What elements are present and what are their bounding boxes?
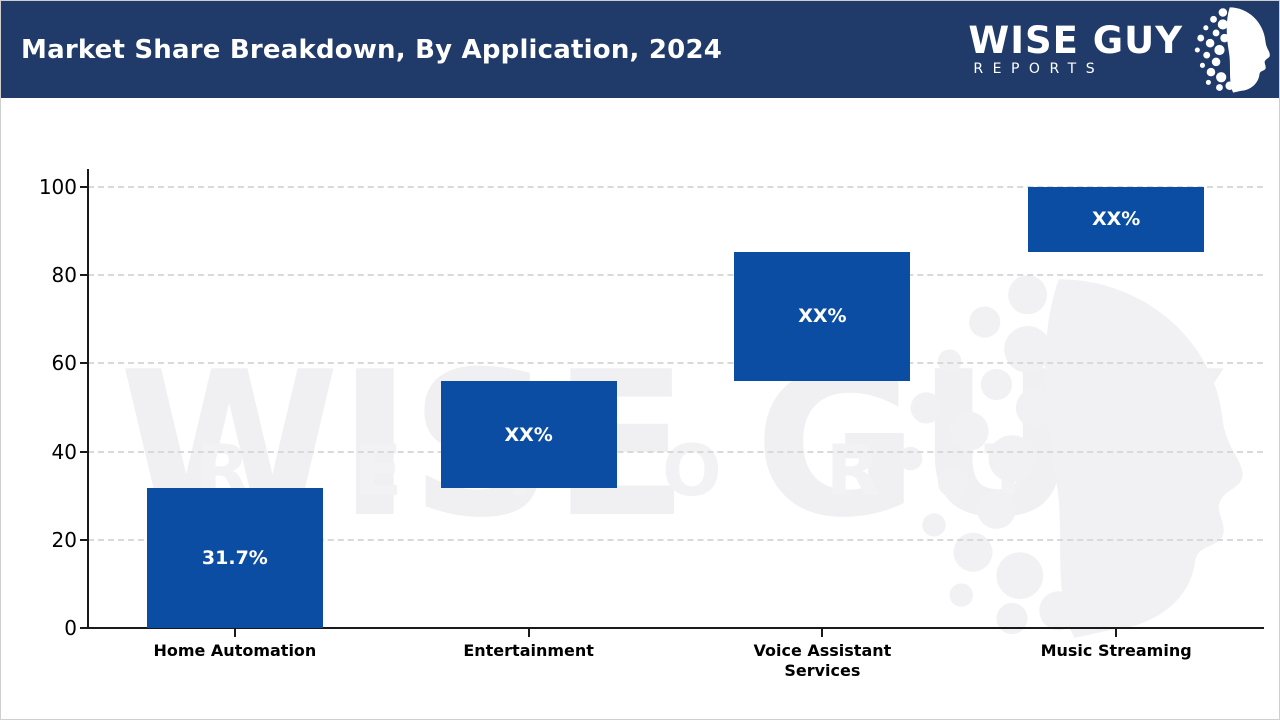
- bar-voice-assistant-services: XX%: [734, 251, 911, 382]
- bar-value-label: XX%: [1091, 208, 1141, 231]
- bar-value-label: XX%: [798, 305, 847, 328]
- brand-subtitle: REPORTS: [973, 61, 1105, 77]
- watermark-head-icon: [898, 275, 1243, 638]
- header-bar: Market Share Breakdown, By Application, …: [1, 1, 1279, 98]
- bar-value-label: XX%: [504, 423, 553, 446]
- brand-logo: WISE GUY REPORTS: [968, 1, 1271, 98]
- gridline-20: [88, 538, 1263, 541]
- y-tick-label-80: 80: [51, 263, 77, 288]
- x-tick-mark-3: [1115, 629, 1118, 637]
- x-tick-mark-1: [527, 629, 530, 637]
- y-axis-line: [87, 169, 89, 628]
- y-tick-mark-0: [80, 627, 88, 629]
- gridline-100: [88, 186, 1263, 188]
- y-tick-label-0: 0: [64, 616, 77, 640]
- bar-value-label: 31.7%: [201, 547, 268, 570]
- bar-music-streaming: XX%: [1028, 187, 1205, 252]
- x-tick-label-2: Voice Assistant Services: [753, 641, 892, 680]
- y-tick-mark-20: [80, 538, 88, 541]
- y-tick-mark-40: [80, 450, 88, 453]
- x-tick-mark-2: [821, 629, 824, 637]
- y-tick-label-100: 100: [38, 175, 77, 199]
- y-tick-label-20: 20: [51, 527, 77, 552]
- gridline-60: [88, 362, 1263, 365]
- bar-entertainment: XX%: [440, 381, 617, 489]
- y-tick-mark-80: [80, 274, 88, 277]
- brand-wordmark: WISE GUY REPORTS: [968, 19, 1183, 78]
- y-tick-label-60: 60: [51, 351, 77, 376]
- x-axis-line: [87, 627, 1264, 629]
- page-title: Market Share Breakdown, By Application, …: [21, 34, 723, 65]
- x-tick-mark-0: [233, 629, 236, 637]
- plot-area: WISE GUY R E P O R T S 0 20 40 60 80 100 31.7%…: [1, 98, 1279, 719]
- gridline-80: [88, 274, 1263, 277]
- x-tick-label-0: Home Automation: [153, 641, 317, 660]
- x-tick-label-3: Music Streaming: [1040, 641, 1192, 660]
- y-tick-label-40: 40: [51, 439, 77, 464]
- y-tick-mark-100: [80, 186, 88, 188]
- y-tick-mark-60: [80, 362, 88, 365]
- brand-name: WISE GUY: [968, 19, 1183, 62]
- gridline-40: [88, 450, 1263, 453]
- x-tick-label-1: Entertainment: [463, 641, 594, 660]
- brand-head-icon: [1194, 6, 1270, 93]
- bar-home-automation: 31.7%: [146, 488, 323, 628]
